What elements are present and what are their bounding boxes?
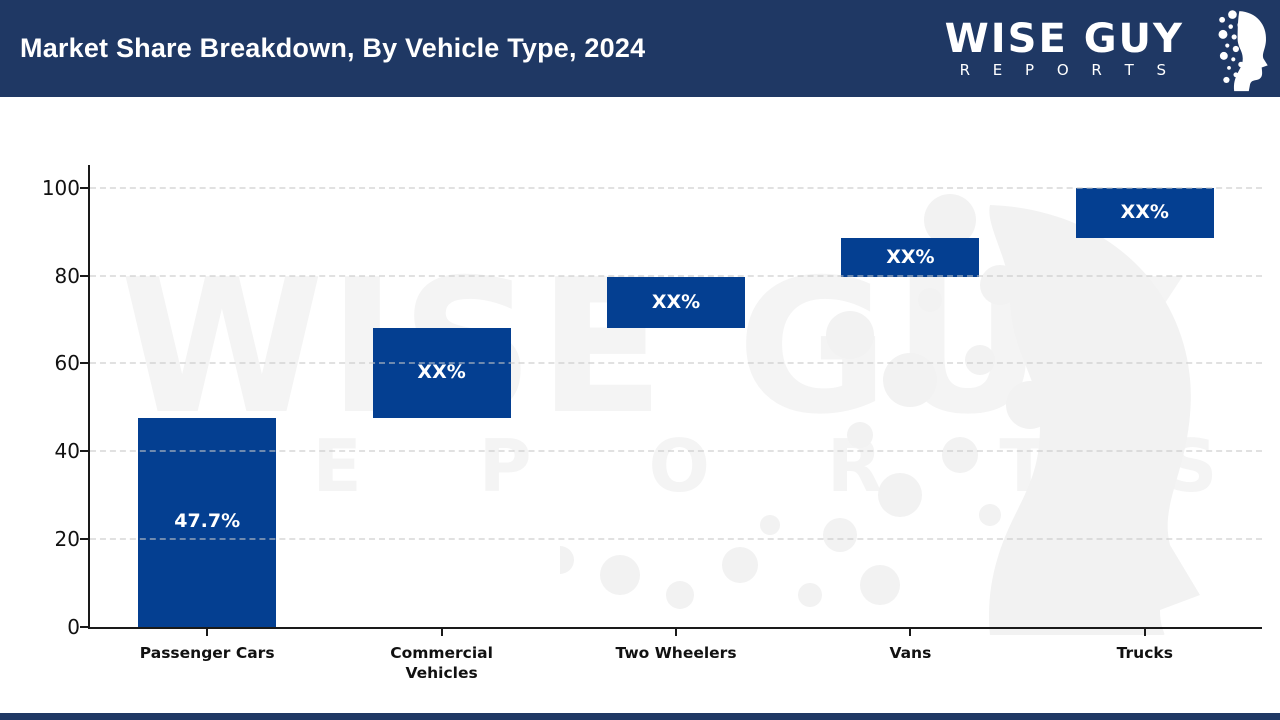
y-tick-mark [80, 626, 88, 628]
gridline-y-100 [90, 186, 1262, 189]
gridline-y-60 [90, 362, 1262, 365]
y-tick-label: 80 [54, 263, 80, 288]
y-tick-label: 60 [54, 351, 80, 376]
y-tick-mark [80, 450, 88, 453]
bar-commercial-vehicles [372, 328, 511, 418]
x-tick-mark [206, 629, 209, 636]
x-tick-label-trucks: Trucks [1116, 644, 1173, 662]
bar-value-label: XX% [1120, 201, 1169, 224]
y-tick-mark [80, 538, 88, 541]
x-tick-mark [675, 629, 677, 636]
y-tick-mark [80, 362, 88, 365]
bar-value-label: 47.7% [174, 510, 241, 533]
x-tick-mark [1143, 629, 1146, 636]
plot-area: 0 20 40 60 80 100 47.7% Passenger Cars XX% Commer… [42, 165, 1262, 682]
x-tick-label-commercial-vehicles: Commercial Vehicles [390, 644, 493, 682]
logo-face-icon [1218, 9, 1268, 91]
x-tick-label-two-wheelers: Two Wheelers [615, 644, 737, 662]
bar-two-wheelers [607, 276, 745, 329]
page-title: Market Share Breakdown, By Vehicle Type,… [20, 33, 646, 63]
bar-passenger-cars [138, 417, 277, 627]
header-band: Market Share Breakdown, By Vehicle Type,… [0, 0, 1280, 97]
x-tick-mark [909, 629, 912, 636]
bar-value-label: XX% [886, 245, 935, 268]
wise-guy-logo: WISE GUY R E P O R T S [945, 6, 1280, 92]
gridline-y-40 [90, 450, 1262, 453]
x-tick-label-passenger-cars: Passenger Cars [139, 644, 275, 662]
gridline-y-20 [90, 538, 1262, 541]
y-tick-label: 20 [54, 527, 80, 552]
bar-value-label: XX% [417, 360, 466, 383]
y-tick-label: 0 [67, 615, 80, 639]
logo-text: WISE GUY R E P O R T S [945, 19, 1184, 78]
y-axis-spine [88, 165, 90, 629]
y-tick-mark [80, 186, 88, 189]
logo-subtitle: R E P O R T S [959, 61, 1176, 79]
x-tick-label-vans: Vans [889, 644, 932, 662]
x-axis-spine [88, 627, 1262, 629]
bar-value-label: XX% [651, 290, 701, 313]
y-tick-mark [80, 274, 88, 277]
x-tick-mark [440, 629, 443, 636]
logo-wordmark: WISE GUY [944, 16, 1184, 62]
gridline-y-80 [90, 274, 1262, 277]
footer-bar [0, 713, 1280, 720]
y-tick-label: 100 [41, 175, 80, 200]
y-tick-label: 40 [54, 439, 80, 464]
